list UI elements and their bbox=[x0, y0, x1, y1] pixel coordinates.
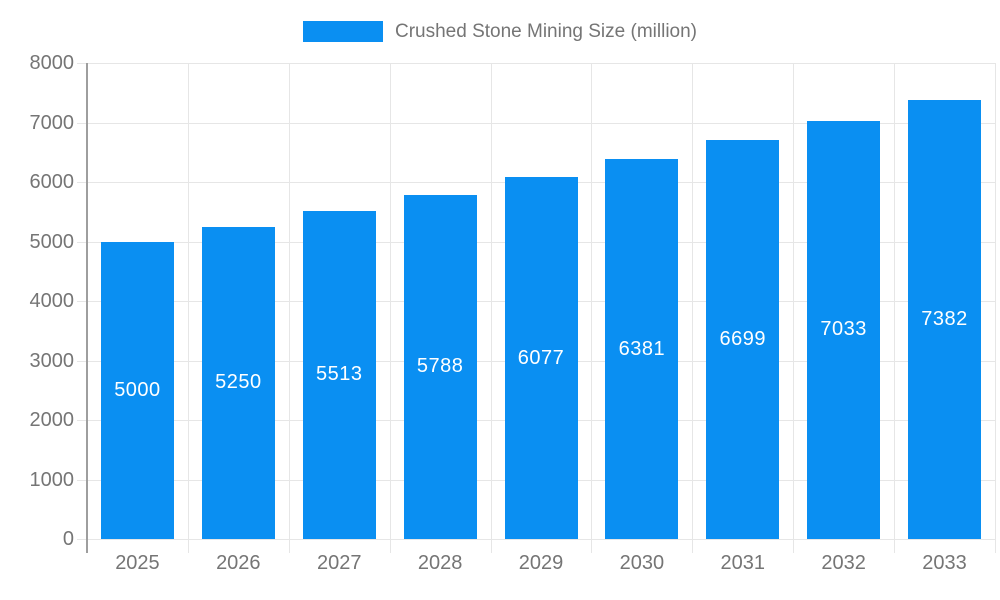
bar[interactable]: 7033 bbox=[807, 120, 881, 539]
y-gridline bbox=[77, 539, 995, 540]
legend[interactable]: Crushed Stone Mining Size (million) bbox=[0, 20, 1000, 43]
y-axis-tick-label: 6000 bbox=[29, 171, 75, 193]
x-axis-tick-label: 2027 bbox=[316, 552, 362, 574]
x-gridline bbox=[288, 63, 290, 553]
y-axis-tick-label: 0 bbox=[62, 528, 74, 550]
x-axis-tick-label: 2028 bbox=[417, 552, 463, 574]
x-axis-tick-label: 2030 bbox=[619, 552, 665, 574]
bar[interactable]: 6381 bbox=[605, 159, 679, 539]
y-axis-tick-label: 7000 bbox=[29, 111, 75, 134]
x-gridline bbox=[187, 63, 189, 553]
legend-label: Crushed Stone Mining Size (million) bbox=[394, 21, 697, 42]
y-axis-tick-label: 2000 bbox=[29, 409, 75, 431]
bar-value-label: 6699 bbox=[719, 328, 767, 351]
y-axis-tick-label: 8000 bbox=[29, 52, 75, 74]
x-gridline bbox=[894, 63, 896, 553]
bar-value-label: 7382 bbox=[921, 307, 968, 330]
bar[interactable]: 5513 bbox=[302, 210, 376, 539]
x-axis-tick-label: 2026 bbox=[216, 552, 261, 574]
x-gridline bbox=[490, 63, 492, 553]
bar[interactable]: 5788 bbox=[403, 194, 477, 539]
x-axis-tick-label: 2033 bbox=[922, 552, 967, 574]
bar-value-label: 6077 bbox=[517, 346, 565, 369]
x-gridline bbox=[995, 63, 996, 553]
y-gridline bbox=[77, 63, 995, 64]
x-axis-tick-label: 2025 bbox=[115, 552, 160, 574]
bar-value-label: 5000 bbox=[114, 378, 161, 401]
bar[interactable]: 5000 bbox=[100, 241, 174, 539]
y-axis-tick-label: 4000 bbox=[29, 290, 75, 312]
bar-value-label: 7033 bbox=[820, 318, 867, 341]
bar[interactable]: 5250 bbox=[201, 226, 275, 539]
y-axis-line bbox=[86, 63, 88, 553]
y-axis-tick-label: 1000 bbox=[29, 468, 75, 491]
x-axis-tick-label: 2029 bbox=[518, 552, 564, 574]
x-axis-tick-label: 2031 bbox=[720, 552, 766, 574]
x-axis-tick-label: 2032 bbox=[821, 552, 866, 574]
plot-area: 5000 5250 5513 5788 6077 6381 6699 7033 7382 2025… bbox=[77, 63, 996, 574]
x-gridline bbox=[692, 63, 694, 553]
bar[interactable]: 6699 bbox=[706, 140, 780, 539]
x-gridline bbox=[389, 63, 391, 553]
bar[interactable]: 7382 bbox=[908, 99, 982, 539]
x-gridline bbox=[591, 63, 593, 553]
legend-swatch-icon bbox=[302, 21, 383, 42]
bar[interactable]: 6077 bbox=[504, 177, 578, 539]
y-gridline bbox=[77, 122, 995, 124]
bar-value-label: 5788 bbox=[416, 355, 464, 378]
bar-value-label: 5513 bbox=[315, 363, 363, 386]
y-axis-tick-label: 5000 bbox=[29, 230, 75, 253]
bar-value-label: 6381 bbox=[618, 337, 666, 360]
x-gridline bbox=[793, 63, 795, 553]
bar-value-label: 5250 bbox=[215, 371, 262, 394]
y-axis-tick-label: 3000 bbox=[29, 349, 75, 372]
